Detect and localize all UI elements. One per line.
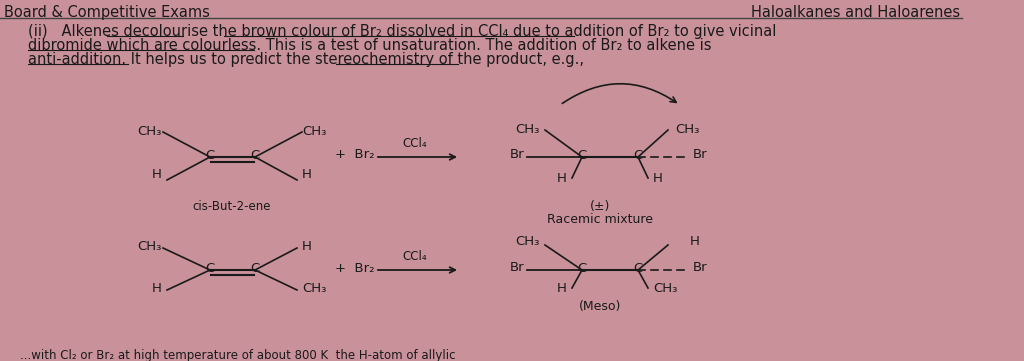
Text: H: H [302, 240, 312, 253]
Text: Racemic mixture: Racemic mixture [547, 213, 653, 226]
Text: H: H [557, 172, 567, 185]
Text: C: C [206, 149, 215, 162]
Text: CH₃: CH₃ [516, 123, 540, 136]
Text: H: H [653, 172, 663, 185]
Text: H: H [690, 235, 700, 248]
Text: C: C [578, 262, 587, 275]
Text: CH₃: CH₃ [516, 235, 540, 248]
Text: +  Br₂: + Br₂ [335, 262, 375, 275]
Text: CH₃: CH₃ [137, 125, 162, 138]
Text: CH₃: CH₃ [302, 282, 327, 295]
Text: C: C [251, 262, 260, 275]
Text: Board & Competitive Exams: Board & Competitive Exams [4, 5, 210, 20]
Text: CH₃: CH₃ [653, 282, 677, 295]
Text: CH₃: CH₃ [676, 123, 700, 136]
Text: CCl₄: CCl₄ [402, 137, 427, 150]
Text: H: H [153, 168, 162, 181]
Text: C: C [206, 262, 215, 275]
Text: Br: Br [693, 261, 708, 274]
Text: H: H [557, 282, 567, 295]
Text: anti-addition. It helps us to predict the stereochemistry of the product, e.g.,: anti-addition. It helps us to predict th… [28, 52, 584, 67]
Text: H: H [302, 168, 312, 181]
Text: C: C [251, 149, 260, 162]
Text: CH₃: CH₃ [302, 125, 327, 138]
Text: +  Br₂: + Br₂ [335, 148, 375, 161]
Text: Br: Br [510, 261, 524, 274]
Text: Br: Br [693, 148, 708, 161]
Text: CCl₄: CCl₄ [402, 250, 427, 263]
Text: (±): (±) [590, 200, 610, 213]
Text: C: C [578, 149, 587, 162]
Text: CH₃: CH₃ [137, 240, 162, 253]
Text: cis-But-2-ene: cis-But-2-ene [193, 200, 271, 213]
Text: C: C [634, 262, 643, 275]
Text: Haloalkanes and Haloarenes: Haloalkanes and Haloarenes [751, 5, 961, 20]
Text: (ii)   Alkenes decolourise the brown colour of Br₂ dissolved in CCl₄ due to addi: (ii) Alkenes decolourise the brown colou… [28, 24, 776, 39]
Text: Br: Br [510, 148, 524, 161]
Text: C: C [634, 149, 643, 162]
Text: dibromide which are colourless. This is a test of unsaturation. The addition of : dibromide which are colourless. This is … [28, 38, 712, 53]
Text: ...with Cl₂ or Br₂ at high temperature of about 800 K  the H-atom of allylic: ...with Cl₂ or Br₂ at high temperature o… [20, 349, 456, 361]
Text: H: H [153, 282, 162, 295]
Text: (Meso): (Meso) [579, 300, 622, 313]
